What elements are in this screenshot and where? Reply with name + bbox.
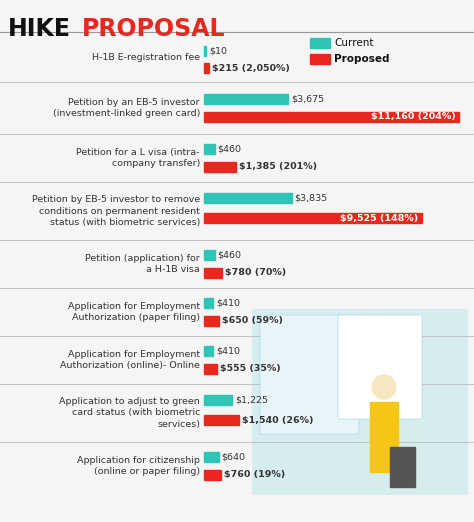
Text: $410: $410 (216, 299, 240, 307)
Text: HIKE: HIKE (8, 17, 71, 41)
Bar (310, 54, 330, 64)
Text: $555 (35%): $555 (35%) (219, 364, 281, 374)
Text: Petition for a L visa (intra-
company transfer): Petition for a L visa (intra- company tr… (76, 148, 200, 168)
Text: Application to adjust to green
card status (with biometric
services): Application to adjust to green card stat… (59, 397, 200, 429)
Bar (204, 213, 422, 223)
Text: Current: Current (334, 38, 374, 48)
Text: $3,835: $3,835 (295, 194, 328, 203)
Text: $780 (70%): $780 (70%) (225, 268, 286, 278)
Text: $410: $410 (216, 347, 240, 355)
Text: PROPOSAL: PROPOSAL (82, 17, 226, 41)
Text: $460: $460 (218, 251, 242, 259)
Bar (204, 63, 209, 73)
Text: H-1B E-registration fee: H-1B E-registration fee (92, 53, 200, 63)
Bar (204, 298, 213, 308)
Bar (204, 250, 215, 260)
Bar (204, 395, 232, 405)
Text: $760 (19%): $760 (19%) (224, 470, 286, 480)
Circle shape (372, 375, 396, 399)
Text: $10: $10 (209, 46, 227, 55)
Text: Petition (application) for
a H-1B visa: Petition (application) for a H-1B visa (85, 254, 200, 274)
Text: $9,525 (148%): $9,525 (148%) (340, 213, 419, 222)
Text: $215 (2,050%): $215 (2,050%) (212, 64, 290, 73)
Bar (204, 46, 206, 56)
Bar (390, 447, 415, 487)
Text: $11,160 (204%): $11,160 (204%) (371, 113, 456, 122)
Bar (310, 38, 330, 48)
Bar (204, 364, 217, 374)
Text: $460: $460 (218, 145, 242, 153)
Text: $1,385 (201%): $1,385 (201%) (238, 162, 317, 172)
Bar (204, 94, 288, 104)
Bar (204, 112, 459, 122)
Text: Petition by an EB-5 investor
(investment-linked green card): Petition by an EB-5 investor (investment… (53, 98, 200, 118)
Text: $1,225: $1,225 (235, 396, 268, 405)
Bar (204, 268, 222, 278)
Text: $650 (59%): $650 (59%) (222, 316, 283, 326)
Text: Application for Employment
Authorization (online)- Online: Application for Employment Authorization… (60, 350, 200, 370)
Bar (204, 346, 213, 356)
Bar (204, 452, 219, 462)
Bar (204, 470, 221, 480)
Bar (204, 162, 236, 172)
FancyBboxPatch shape (252, 309, 468, 495)
Text: $640: $640 (222, 453, 246, 461)
Text: Proposed: Proposed (334, 54, 390, 64)
FancyBboxPatch shape (338, 315, 422, 419)
Bar (204, 415, 239, 425)
Text: Petition by EB-5 investor to remove
conditions on permanent resident
status (wit: Petition by EB-5 investor to remove cond… (32, 195, 200, 227)
Text: $1,540 (26%): $1,540 (26%) (242, 416, 314, 424)
Bar (204, 316, 219, 326)
Bar (204, 144, 215, 154)
Bar (370, 402, 398, 472)
Bar (204, 193, 292, 203)
Text: Application for citizenship
(online or paper filing): Application for citizenship (online or p… (77, 456, 200, 476)
Text: $3,675: $3,675 (291, 94, 324, 103)
FancyBboxPatch shape (260, 315, 359, 434)
Text: Application for Employment
Authorization (paper filing): Application for Employment Authorization… (68, 302, 200, 322)
